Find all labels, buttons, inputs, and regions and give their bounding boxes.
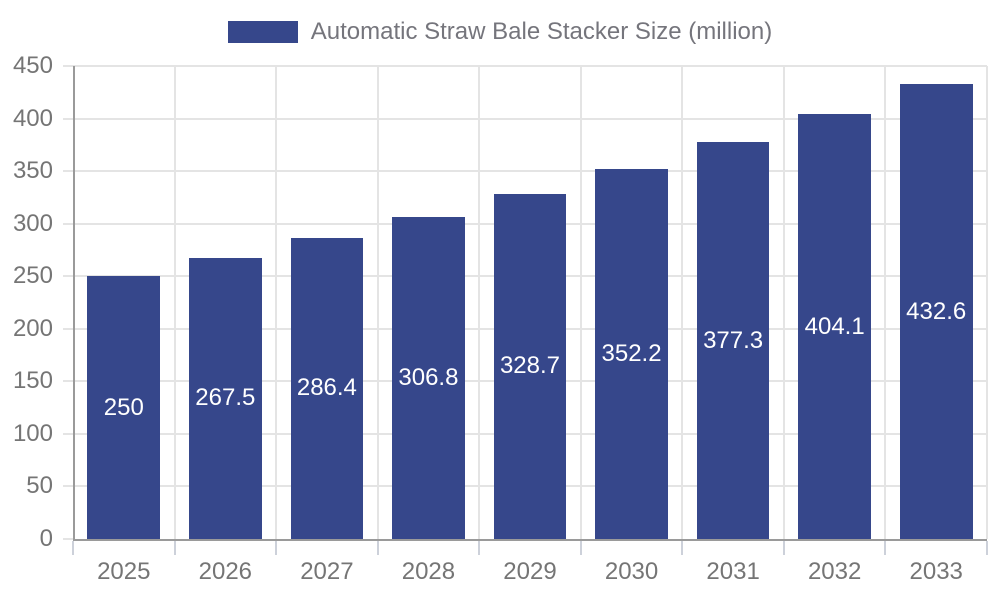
bar-value-label: 306.8 [398, 363, 459, 391]
y-tick [63, 65, 73, 67]
y-tick-label: 400 [12, 104, 53, 132]
x-gridline [782, 66, 785, 539]
y-tick-label: 50 [26, 472, 53, 500]
x-tick [72, 541, 74, 555]
y-tick [63, 117, 73, 120]
legend-swatch [227, 21, 298, 43]
x-gridline [681, 66, 684, 539]
x-gridline [884, 66, 887, 539]
x-gridline [275, 66, 278, 539]
x-tick [376, 541, 379, 555]
y-gridline [73, 65, 987, 67]
x-tick [681, 541, 684, 555]
x-tick-label: 2029 [503, 558, 557, 585]
bar-value-label: 328.7 [499, 352, 561, 380]
bar: 328.7 [493, 193, 567, 539]
bar: 432.6 [899, 84, 973, 539]
x-gridline [579, 66, 582, 539]
y-axis-line [73, 66, 75, 539]
bar: 377.3 [696, 142, 770, 539]
x-tick [173, 541, 176, 555]
y-tick-label: 0 [39, 525, 53, 552]
y-tick-label: 100 [12, 419, 53, 447]
x-tick-label: 2033 [909, 558, 963, 585]
y-tick [63, 380, 73, 383]
x-tick-label: 2028 [401, 558, 456, 585]
bar: 352.2 [595, 168, 668, 539]
x-tick-label: 2031 [706, 558, 760, 585]
y-tick [63, 222, 73, 225]
y-tick-label: 450 [12, 52, 53, 79]
x-tick-label: 2027 [300, 558, 354, 585]
bar-value-label: 267.5 [195, 384, 256, 412]
x-axis-line [73, 539, 987, 541]
bar: 267.5 [189, 257, 262, 539]
y-tick [63, 538, 73, 540]
chart-legend: Automatic Straw Bale Stacker Size (milli… [0, 19, 1000, 45]
y-tick [63, 485, 73, 488]
x-tick-label: 2025 [97, 558, 151, 585]
x-gridline [478, 66, 481, 539]
y-tick-label: 300 [12, 209, 53, 237]
y-tick-label: 150 [12, 367, 53, 395]
bar-value-label: 250 [103, 393, 144, 421]
y-tick [63, 327, 73, 330]
x-tick [986, 541, 988, 555]
x-gridline [986, 66, 988, 539]
bar: 306.8 [392, 216, 465, 539]
bar: 404.1 [798, 114, 871, 539]
y-tick-label: 350 [12, 157, 53, 185]
x-tick [579, 541, 582, 555]
x-tick-label: 2030 [604, 558, 659, 585]
x-tick-label: 2032 [807, 558, 862, 585]
y-tick [63, 170, 73, 173]
bar-value-label: 377.3 [703, 326, 764, 354]
x-tick [884, 541, 887, 555]
x-tick [275, 541, 278, 555]
bar-value-label: 286.4 [296, 374, 357, 402]
x-tick [478, 541, 481, 555]
x-tick [782, 541, 785, 555]
x-tick-label: 2026 [198, 558, 253, 585]
y-tick [63, 275, 73, 278]
bar-value-label: 432.6 [906, 297, 967, 325]
bar-value-label: 404.1 [804, 312, 865, 340]
bar: 286.4 [290, 237, 364, 539]
plot-area: 0 50 100 150 200 250 300 350 400 450 250 267.5 286.4… [13, 52, 988, 585]
bar-value-label: 352.2 [601, 339, 662, 367]
bar: 250 [87, 276, 161, 539]
y-gridline [73, 117, 987, 120]
x-gridline [173, 66, 176, 539]
legend-label: Automatic Straw Bale Stacker Size (milli… [310, 18, 773, 45]
y-tick-label: 250 [12, 262, 53, 290]
y-gridline [73, 170, 987, 173]
x-gridline [376, 66, 379, 539]
y-tick [63, 432, 73, 435]
y-tick-label: 200 [12, 314, 53, 342]
